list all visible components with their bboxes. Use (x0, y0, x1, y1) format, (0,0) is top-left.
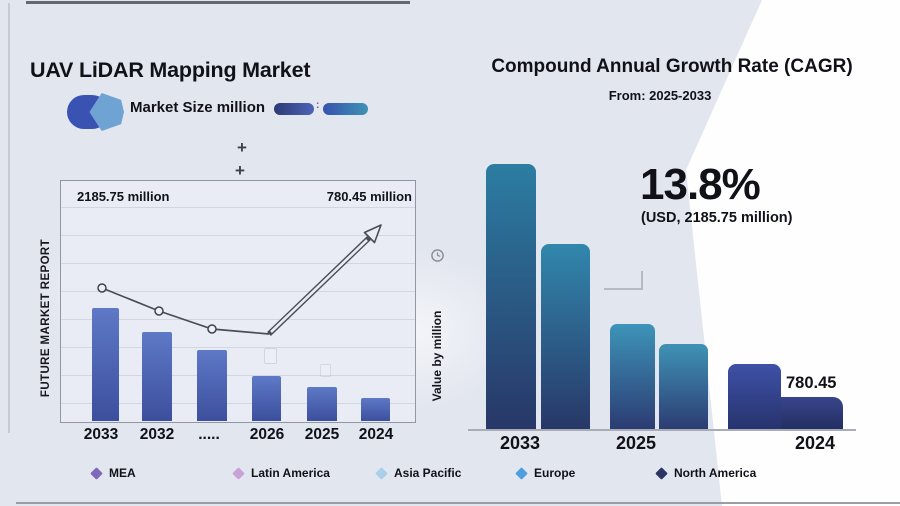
value-780-label: 780.45 (786, 374, 837, 392)
decor-bracket (604, 288, 643, 290)
gridline (61, 319, 415, 320)
gridline (61, 403, 415, 404)
gridline (61, 291, 415, 292)
series-label: Market Size million (130, 99, 266, 116)
bar-dots (197, 350, 227, 421)
bar-2032 (142, 332, 172, 421)
top-border-line (26, 1, 410, 4)
clock-icon (431, 249, 444, 262)
vertical-watermark: FUTURE MARKET REPORT (40, 238, 52, 398)
cagr-title: Compound Annual Growth Rate (CAGR) (491, 56, 853, 77)
cagr-bar-2033-a (486, 164, 536, 430)
legend-item-asia-pacific: Asia Pacific (375, 466, 462, 480)
gradient-pill-badge (274, 103, 314, 115)
cagr-bar-2025-b (659, 344, 708, 430)
x-label: 2024 (358, 426, 394, 443)
x-label: 2026 (249, 426, 285, 443)
x-label: 2024 (794, 433, 836, 453)
decor-bracket (641, 271, 643, 289)
legend-label: Asia Pacific (394, 466, 462, 480)
cagr-bar-2024-a (728, 364, 781, 430)
cagr-subtitle: From: 2025-2033 (608, 88, 712, 103)
diamond-icon (232, 466, 245, 480)
legend-label: Europe (534, 466, 576, 480)
x-label: ..... (198, 426, 220, 443)
cagr-bar-2025-a (610, 324, 655, 430)
ghost-document-icon (320, 364, 331, 377)
x-label: 2033 (83, 426, 119, 443)
legend-label: MEA (109, 466, 136, 480)
x-label: 2025 (615, 433, 657, 453)
legend-item-mea: MEA (90, 466, 136, 480)
left-border-line (8, 3, 10, 433)
gridline (61, 375, 415, 376)
legend-label: North America (674, 466, 757, 480)
x-label: 2025 (304, 426, 340, 443)
diamond-icon (515, 466, 528, 480)
bar-2033 (92, 308, 119, 421)
cagr-bar-2033-b (541, 244, 590, 430)
legend-item-latin-america: Latin America (232, 466, 330, 480)
ghost-document-icon (264, 348, 277, 364)
gridline (61, 235, 415, 236)
diamond-icon (655, 466, 668, 480)
page-title: UAV LiDAR Mapping Market (30, 58, 311, 82)
gridline (61, 347, 415, 348)
legend-label: Latin America (251, 466, 330, 480)
pill-separator: : (316, 100, 320, 111)
trend-line-arrow (97, 224, 382, 336)
plus-decor-icon: + (235, 161, 245, 180)
legend-item-north-america: North America (655, 466, 757, 480)
legend-item-europe: Europe (515, 466, 576, 480)
bottom-border-line (16, 502, 900, 504)
gridline (61, 207, 415, 208)
cagr-detail: (USD, 2185.75 million) (641, 210, 793, 226)
plus-decor-icon: + (237, 138, 247, 157)
x-label: 2033 (499, 433, 541, 453)
bar-2025 (307, 387, 337, 421)
annotation-2033-value: 2185.75 million (77, 189, 170, 204)
bar-2026 (252, 376, 281, 421)
x-label: 2032 (139, 426, 175, 443)
diamond-icon (90, 466, 103, 480)
market-size-chart-panel: 2185.75 million 780.45 million (60, 180, 416, 423)
cagr-bar-2024-b (779, 397, 843, 430)
annotation-2024-value: 780.45 million (326, 189, 412, 204)
cagr-value: 13.8% (640, 160, 761, 209)
bar-2024 (361, 398, 390, 421)
y-axis-label: Value by million (430, 310, 444, 402)
gridline (61, 263, 415, 264)
diamond-icon (375, 466, 388, 480)
database-cylinder-icon (67, 93, 125, 131)
gradient-pill-badge (323, 103, 368, 115)
right-chart-axis (468, 429, 856, 431)
